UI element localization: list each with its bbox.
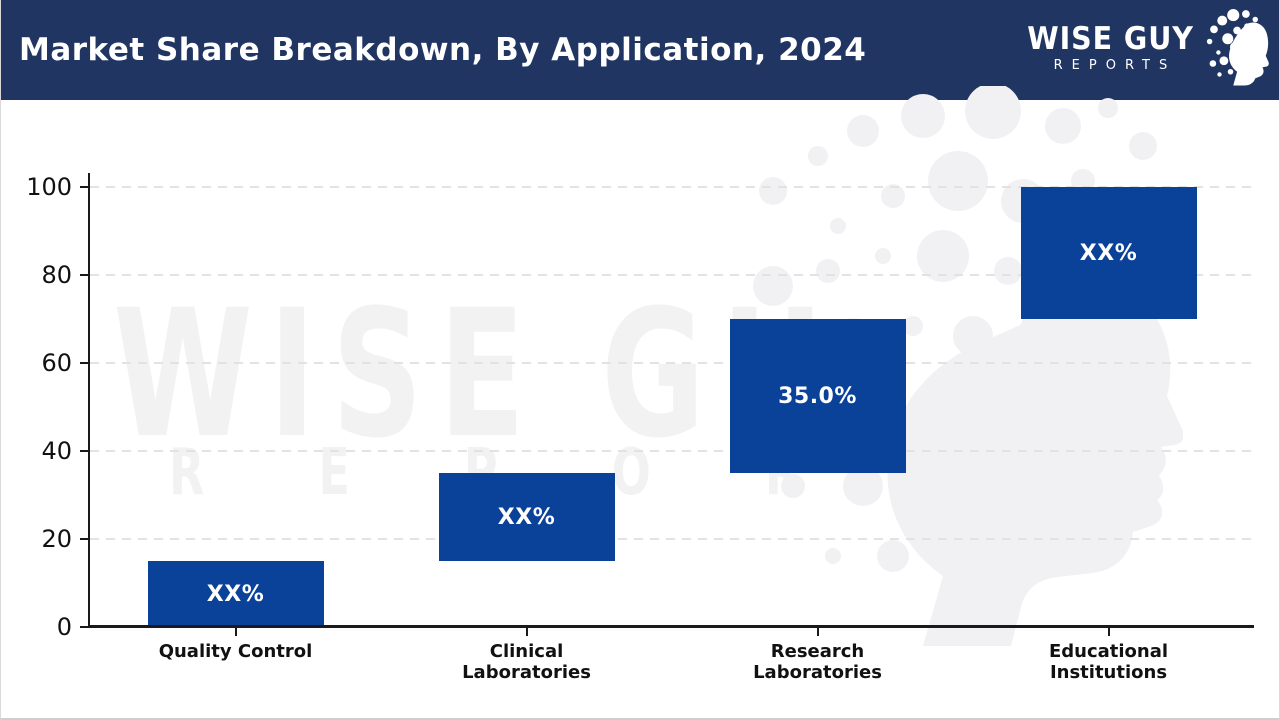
- bar-label-quality-control: XX%: [206, 581, 265, 607]
- x-label-line: Laboratories: [753, 662, 882, 683]
- bar-educational-institutions: XX%: [1020, 187, 1197, 319]
- x-label-research-laboratories: Research Laboratories: [688, 641, 948, 683]
- gridline-100: [90, 186, 1254, 188]
- x-label-line: Research: [770, 641, 865, 662]
- y-tick-mark-80: [80, 274, 88, 276]
- bar-clinical-laboratories: XX%: [438, 473, 615, 561]
- y-tick-label-60: 60: [41, 349, 72, 377]
- logo-face-icon: [1206, 9, 1269, 86]
- logo-subtitle: REPORTS: [1053, 57, 1177, 73]
- bar-quality-control: XX%: [147, 561, 324, 627]
- x-label-line: Quality Control: [158, 641, 313, 662]
- x-tick-mark-quality-control: [234, 628, 237, 636]
- logo-wordmark: WISE GUY: [1027, 20, 1194, 57]
- wiseguy-logo: WISE GUY REPORTS: [1020, 6, 1269, 88]
- y-tick-label-0: 0: [56, 613, 72, 641]
- y-tick-label-100: 100: [26, 173, 72, 201]
- x-axis-spine: [88, 625, 1254, 628]
- x-tick-mark-educational-institutions: [1107, 628, 1110, 636]
- x-label-quality-control: Quality Control: [106, 641, 366, 662]
- x-label-line: Laboratories: [462, 662, 591, 683]
- x-label-line: Institutions: [1049, 662, 1168, 683]
- y-tick-label-40: 40: [41, 437, 72, 465]
- y-tick-mark-40: [80, 450, 88, 452]
- bar-label-research-laboratories: 35.0%: [778, 383, 857, 409]
- y-tick-mark-0: [80, 626, 88, 628]
- watermark-wordmark: WISE GU: [113, 272, 840, 477]
- y-tick-mark-60: [80, 362, 88, 364]
- x-label-clinical-laboratories: Clinical Laboratories: [397, 641, 657, 683]
- x-tick-mark-clinical-laboratories: [525, 628, 528, 636]
- plot-area: XX% XX% 35.0% XX%: [90, 186, 1254, 627]
- y-tick-mark-100: [80, 186, 88, 188]
- gridline-80: [90, 274, 1254, 276]
- header: Market Share Breakdown, By Application, …: [1, 0, 1279, 100]
- page-title: Market Share Breakdown, By Application, …: [19, 32, 867, 68]
- gridline-60: [90, 362, 1254, 364]
- bar-label-clinical-laboratories: XX%: [497, 504, 556, 530]
- x-tick-mark-research-laboratories: [816, 628, 819, 636]
- logo-text: WISE GUY REPORTS: [1020, 22, 1201, 73]
- x-label-line: Educational: [1048, 641, 1169, 662]
- gridline-40: [90, 450, 1254, 452]
- y-tick-label-20: 20: [41, 525, 72, 553]
- y-tick-mark-20: [80, 538, 88, 540]
- x-label-educational-institutions: Educational Institutions: [979, 641, 1239, 683]
- y-axis: 0 20 40 60 80 100: [1, 173, 88, 641]
- bar-research-laboratories: 35.0%: [729, 319, 906, 473]
- gridline-20: [90, 538, 1254, 540]
- x-label-line: Clinical: [489, 641, 564, 662]
- bar-label-educational-institutions: XX%: [1079, 240, 1138, 266]
- y-tick-label-80: 80: [41, 261, 72, 289]
- y-axis-spine: [88, 173, 90, 627]
